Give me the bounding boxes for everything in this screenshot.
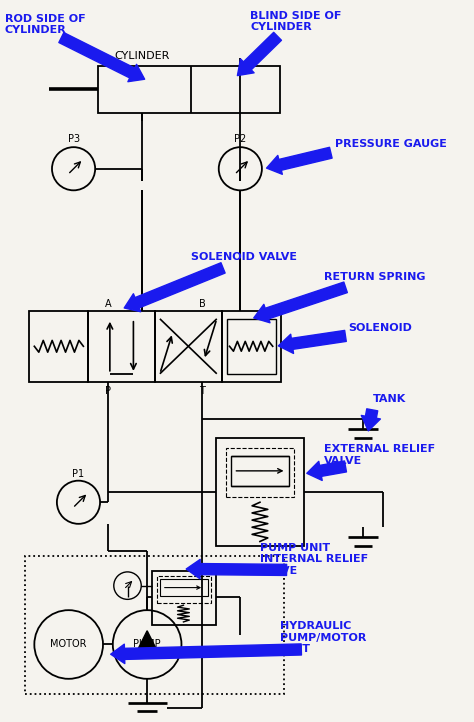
Text: MOTOR: MOTOR — [50, 640, 87, 650]
Bar — [157, 576, 211, 604]
Bar — [230, 456, 289, 486]
Text: SOLENOID VALVE: SOLENOID VALVE — [191, 252, 297, 262]
Bar — [25, 556, 284, 694]
Text: TANK: TANK — [373, 394, 406, 404]
Text: B: B — [199, 299, 205, 309]
Text: ROD SIDE OF
CYLINDER: ROD SIDE OF CYLINDER — [5, 14, 85, 35]
Bar — [216, 438, 304, 547]
Text: BLIND SIDE OF
CYLINDER: BLIND SIDE OF CYLINDER — [250, 11, 341, 32]
Bar — [227, 319, 276, 374]
Text: SOLENOID: SOLENOID — [348, 323, 412, 333]
Text: P3: P3 — [67, 134, 80, 144]
Bar — [155, 311, 222, 382]
Text: HYDRAULIC
PUMP/MOTOR
UNIT: HYDRAULIC PUMP/MOTOR UNIT — [280, 621, 366, 654]
Text: P2: P2 — [234, 134, 246, 144]
Text: PUMP UNIT
INTERNAL RELIEF
VALVE: PUMP UNIT INTERNAL RELIEF VALVE — [260, 542, 368, 575]
Text: PUMP: PUMP — [133, 640, 161, 650]
Bar — [88, 311, 155, 382]
Text: RETURN SPRING: RETURN SPRING — [324, 271, 425, 282]
Text: P: P — [105, 386, 111, 396]
Text: T: T — [199, 386, 205, 396]
Text: PRESSURE GAUGE: PRESSURE GAUGE — [336, 139, 447, 149]
Text: P1: P1 — [73, 469, 84, 479]
Bar — [222, 311, 281, 382]
Bar — [152, 571, 216, 625]
Text: EXTERNAL RELIEF
VALVE: EXTERNAL RELIEF VALVE — [324, 444, 435, 466]
Bar — [98, 66, 280, 113]
Text: CYLINDER: CYLINDER — [115, 51, 170, 61]
Bar — [29, 311, 88, 382]
Text: A: A — [105, 299, 111, 309]
Polygon shape — [136, 631, 159, 654]
Bar — [226, 448, 294, 497]
Bar — [160, 579, 208, 596]
